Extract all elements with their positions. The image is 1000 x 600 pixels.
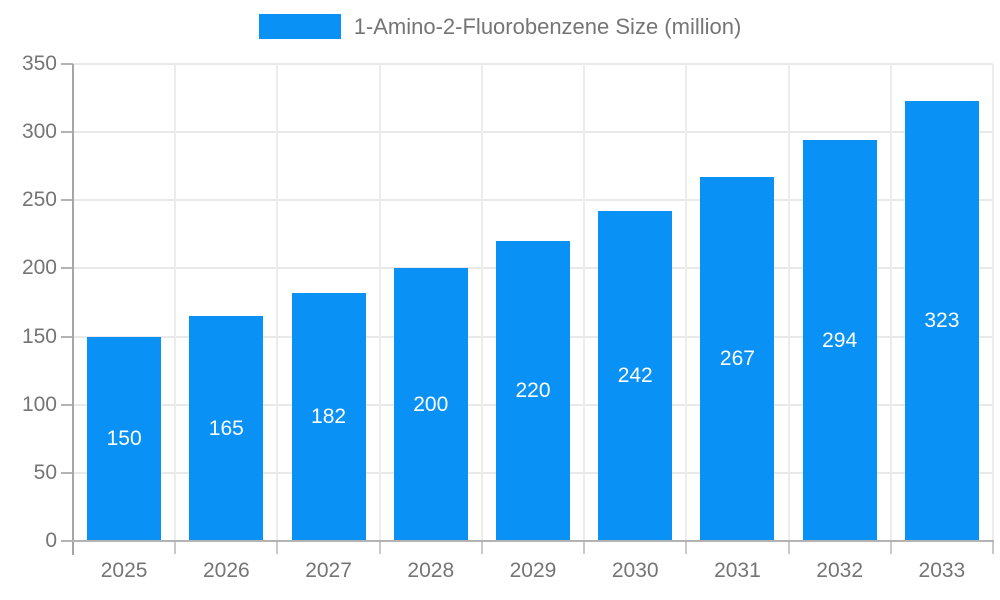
x-axis-label: 2026 — [202, 559, 250, 582]
x-axis-tick — [583, 541, 586, 554]
chart-legend[interactable]: 1-Amino-2-Fluorobenzene Size (million) — [0, 14, 1000, 39]
x-axis-tick — [787, 541, 790, 554]
bar[interactable] — [802, 140, 877, 541]
bar-value-label: 294 — [822, 328, 858, 352]
bar[interactable] — [189, 316, 264, 541]
bar[interactable] — [291, 292, 366, 541]
gridline-vertical — [787, 64, 790, 541]
x-axis-label: 2029 — [509, 559, 557, 582]
bar-value-label: 165 — [208, 416, 244, 440]
gridline-vertical — [276, 64, 279, 541]
y-axis-tick — [61, 199, 73, 202]
x-axis-label: 2025 — [100, 559, 148, 582]
x-axis-tick — [480, 541, 483, 554]
y-axis-label: 300 — [21, 120, 57, 144]
bar-value-label: 200 — [413, 392, 449, 416]
bar-value-label: 220 — [515, 379, 551, 403]
x-axis-tick — [992, 541, 994, 554]
y-axis-label: 350 — [21, 52, 57, 75]
gridline-vertical — [992, 64, 994, 541]
y-axis-tick — [61, 471, 73, 474]
x-axis-tick — [174, 541, 177, 554]
gridline-vertical — [174, 64, 177, 541]
y-axis-tick — [61, 131, 73, 134]
x-axis-tick — [685, 541, 688, 554]
y-axis-label: 200 — [21, 256, 57, 280]
x-axis-tick — [378, 541, 381, 554]
x-axis-label: 2030 — [611, 559, 659, 582]
x-axis-label: 2032 — [816, 559, 864, 582]
bar[interactable] — [393, 268, 468, 541]
legend-swatch — [258, 14, 341, 39]
x-axis-line — [61, 540, 994, 542]
bar[interactable] — [87, 336, 162, 541]
bar[interactable] — [700, 177, 775, 541]
y-axis-label: 0 — [45, 529, 57, 552]
gridline-vertical — [378, 64, 381, 541]
bar-value-label: 150 — [106, 426, 142, 450]
y-axis-label: 150 — [21, 324, 57, 348]
bar-value-label: 242 — [617, 364, 653, 388]
x-axis-label: 2033 — [918, 559, 966, 582]
y-axis-label: 100 — [21, 392, 57, 416]
bar-value-label: 182 — [311, 404, 347, 428]
x-axis-label: 2028 — [407, 559, 455, 582]
y-axis-tick — [61, 63, 73, 65]
bar[interactable] — [598, 211, 673, 541]
gridline-vertical — [685, 64, 688, 541]
bar-value-label: 323 — [924, 308, 960, 332]
y-axis-tick — [61, 335, 73, 338]
y-axis-line — [72, 64, 74, 555]
gridline-vertical — [583, 64, 586, 541]
y-axis-label: 250 — [21, 188, 57, 212]
x-axis-label: 2027 — [305, 559, 352, 582]
bar[interactable] — [904, 100, 979, 541]
bar[interactable] — [496, 241, 570, 541]
y-axis-label: 50 — [33, 460, 57, 484]
x-axis-tick — [276, 541, 279, 554]
gridline-vertical — [889, 64, 892, 541]
y-axis-tick — [61, 267, 73, 270]
x-axis-label: 2031 — [714, 559, 761, 582]
gridline-horizontal — [73, 199, 993, 202]
y-axis-tick — [61, 403, 73, 406]
gridline-vertical — [480, 64, 483, 541]
legend-label: 1-Amino-2-Fluorobenzene Size (million) — [353, 14, 742, 39]
bar-value-label: 267 — [719, 347, 755, 371]
gridline-horizontal — [73, 63, 993, 65]
x-axis-tick — [889, 541, 892, 554]
plot-area: 0 50 100 150 200 250 300 350 150 2025 165 2026 182 20… — [22, 53, 994, 582]
gridline-horizontal — [73, 131, 993, 134]
